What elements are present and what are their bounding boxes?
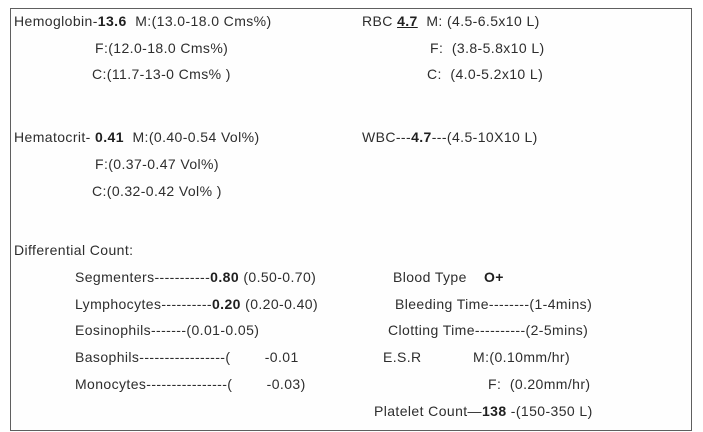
wbc-value: 4.7 [411, 129, 432, 145]
esr-female-range: F: (0.20mm/hr) [488, 376, 591, 392]
wbc-label: WBC--- [362, 129, 412, 145]
hematocrit-label: Hematocrit- [14, 129, 96, 145]
monocytes-row: Monocytes----------------( -0.03) [75, 376, 306, 392]
platelet-count-label: Platelet Count— [374, 403, 482, 419]
esr-label: E.S.R [383, 349, 422, 365]
eosinophils-row: Eosinophils-------(0.01-0.05) [75, 322, 260, 338]
esr-row: E.S.R M:(0.10mm/hr) [383, 349, 570, 365]
segmenters-row: Segmenters-----------0.80 (0.50-0.70) [75, 269, 316, 285]
blood-type-value: O+ [483, 269, 504, 285]
wbc-range: ---(4.5-10X10 L) [431, 129, 538, 145]
hemoglobin-female-range: F:(12.0-18.0 Cms%) [95, 40, 229, 56]
hemoglobin-male-range: M:(13.0-18.0 Cms%) [126, 13, 272, 29]
hemoglobin-label: Hemoglobin- [14, 13, 98, 29]
hemoglobin-row: Hemoglobin-13.6 M:(13.0-18.0 Cms%) [14, 13, 272, 29]
segmenters-range: (0.50-0.70) [239, 269, 317, 285]
hematocrit-row: Hematocrit- 0.41 M:(0.40-0.54 Vol%) [14, 129, 260, 145]
esr-male-range: M:(0.10mm/hr) [421, 349, 571, 365]
basophils-row: Basophils-----------------( -0.01 [75, 349, 299, 365]
lymphocytes-row: Lymphocytes----------0.20 (0.20-0.40) [75, 296, 318, 312]
wbc-row: WBC---4.7---(4.5-10X10 L) [362, 129, 538, 145]
hematocrit-male-range: M:(0.40-0.54 Vol%) [123, 129, 260, 145]
lymphocytes-label: Lymphocytes---------- [75, 296, 212, 312]
rbc-label: RBC [362, 13, 398, 29]
segmenters-label: Segmenters----------- [75, 269, 211, 285]
clotting-time-row: Clotting Time----------(2-5mins) [388, 322, 589, 338]
bleeding-time-row: Bleeding Time--------(1-4mins) [395, 296, 593, 312]
lymphocytes-range: (0.20-0.40) [240, 296, 319, 312]
platelet-count-range: -(150-350 L) [506, 403, 593, 419]
differential-count-heading: Differential Count: [14, 242, 134, 258]
rbc-child-range: C: (4.0-5.2x10 L) [427, 66, 544, 82]
segmenters-value: 0.80 [210, 269, 240, 285]
rbc-male-range: M: (4.5-6.5x10 L) [417, 13, 540, 29]
lymphocytes-value: 0.20 [211, 296, 241, 312]
rbc-female-range: F: (3.8-5.8x10 L) [430, 40, 545, 56]
hematocrit-female-range: F:(0.37-0.47 Vol%) [95, 156, 219, 172]
blood-type-row: Blood Type O+ [393, 269, 504, 285]
blood-type-label: Blood Type [393, 269, 484, 285]
lab-report-panel [10, 8, 692, 431]
rbc-value: 4.7 [397, 13, 418, 29]
platelet-count-row: Platelet Count—138 -(150-350 L) [374, 403, 593, 419]
hematocrit-value: 0.41 [95, 129, 124, 145]
hematocrit-child-range: C:(0.32-0.42 Vol% ) [92, 183, 222, 199]
platelet-count-value: 138 [481, 403, 507, 419]
hemoglobin-child-range: C:(11.7-13-0 Cms% ) [92, 66, 231, 82]
rbc-row: RBC 4.7 M: (4.5-6.5x10 L) [362, 13, 540, 29]
hemoglobin-value: 13.6 [97, 13, 127, 29]
